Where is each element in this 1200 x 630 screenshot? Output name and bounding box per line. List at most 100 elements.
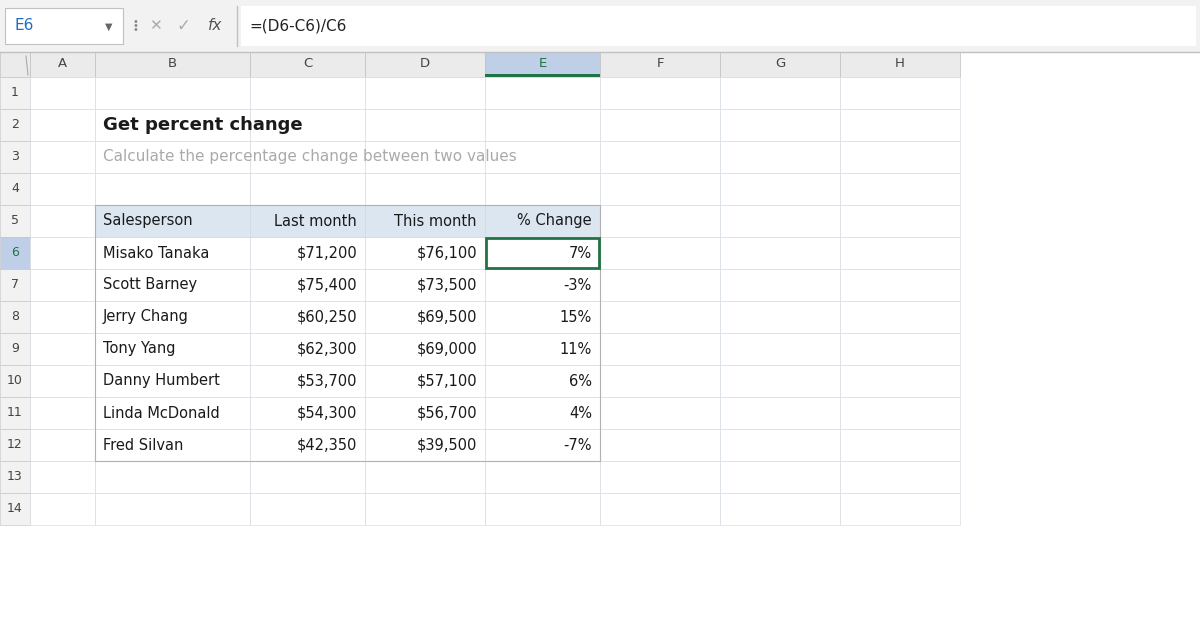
Bar <box>30 77 95 109</box>
Bar <box>600 301 720 333</box>
Bar <box>365 429 485 461</box>
Bar <box>720 205 840 237</box>
Text: B: B <box>168 57 178 70</box>
Text: •: • <box>132 17 138 27</box>
Bar <box>365 52 485 77</box>
Bar <box>720 77 840 109</box>
Text: •: • <box>132 21 138 31</box>
Text: 7%: 7% <box>569 246 592 260</box>
Text: •: • <box>132 25 138 35</box>
Text: A: A <box>58 57 67 70</box>
Text: G: G <box>775 57 785 70</box>
Text: 12: 12 <box>7 438 23 452</box>
Text: $76,100: $76,100 <box>416 246 478 260</box>
Bar <box>250 52 365 77</box>
Text: H: H <box>895 57 905 70</box>
Bar <box>485 333 600 365</box>
Text: Misako Tanaka: Misako Tanaka <box>103 246 209 260</box>
Text: Calculate the percentage change between two values: Calculate the percentage change between … <box>103 149 517 164</box>
Bar <box>840 333 960 365</box>
Bar <box>30 397 95 429</box>
Text: $53,700: $53,700 <box>296 374 358 389</box>
Bar <box>0 109 30 141</box>
Bar <box>250 301 365 333</box>
Text: E: E <box>539 57 547 70</box>
Bar <box>600 397 720 429</box>
Bar <box>840 205 960 237</box>
Bar <box>30 205 95 237</box>
Text: $73,500: $73,500 <box>416 277 478 292</box>
Bar <box>720 365 840 397</box>
Bar <box>720 269 840 301</box>
Bar <box>840 141 960 173</box>
Bar <box>250 205 365 237</box>
Text: Danny Humbert: Danny Humbert <box>103 374 220 389</box>
Text: =(D6-C6)/C6: =(D6-C6)/C6 <box>250 18 347 33</box>
Bar <box>30 109 95 141</box>
Bar <box>250 109 365 141</box>
Bar <box>365 301 485 333</box>
Bar <box>485 141 600 173</box>
Text: Linda McDonald: Linda McDonald <box>103 406 220 420</box>
Bar <box>485 461 600 493</box>
Text: 4%: 4% <box>569 406 592 420</box>
Text: 9: 9 <box>11 343 19 355</box>
Text: 15%: 15% <box>559 309 592 324</box>
Bar <box>840 365 960 397</box>
Text: $42,350: $42,350 <box>296 437 358 452</box>
Bar <box>0 0 1200 52</box>
Text: 3: 3 <box>11 151 19 164</box>
Bar <box>720 173 840 205</box>
Bar <box>600 333 720 365</box>
Bar <box>485 173 600 205</box>
Bar <box>250 365 365 397</box>
Bar <box>250 461 365 493</box>
Bar <box>720 429 840 461</box>
Text: 5: 5 <box>11 214 19 227</box>
Bar <box>600 237 720 269</box>
Bar <box>95 205 250 237</box>
Text: F: F <box>656 57 664 70</box>
Bar <box>720 301 840 333</box>
Text: 4: 4 <box>11 183 19 195</box>
Bar <box>840 269 960 301</box>
Bar <box>485 429 600 461</box>
Bar <box>485 74 600 77</box>
Bar <box>30 141 95 173</box>
Bar <box>95 237 250 269</box>
Bar <box>30 493 95 525</box>
Bar <box>365 269 485 301</box>
Text: C: C <box>302 57 312 70</box>
Bar <box>30 237 95 269</box>
Bar <box>5 8 124 44</box>
Bar <box>840 397 960 429</box>
Bar <box>720 52 840 77</box>
Bar <box>840 77 960 109</box>
Bar <box>30 365 95 397</box>
Text: E6: E6 <box>14 18 35 33</box>
Bar <box>95 493 250 525</box>
Bar <box>485 493 600 525</box>
Text: -7%: -7% <box>564 437 592 452</box>
Bar <box>30 52 95 77</box>
Text: $75,400: $75,400 <box>296 277 358 292</box>
Bar <box>0 141 30 173</box>
Bar <box>365 141 485 173</box>
Bar <box>0 301 30 333</box>
Bar <box>30 333 95 365</box>
Text: fx: fx <box>208 18 222 33</box>
Bar <box>365 173 485 205</box>
Bar <box>30 173 95 205</box>
Bar <box>720 333 840 365</box>
Bar <box>485 365 600 397</box>
Text: Fred Silvan: Fred Silvan <box>103 437 184 452</box>
Bar <box>365 205 485 237</box>
Text: 7: 7 <box>11 278 19 292</box>
Text: 10: 10 <box>7 374 23 387</box>
Text: 11%: 11% <box>559 341 592 357</box>
Bar <box>250 429 365 461</box>
Text: 1: 1 <box>11 86 19 100</box>
Bar <box>600 493 720 525</box>
Bar <box>250 237 365 269</box>
Bar <box>840 237 960 269</box>
